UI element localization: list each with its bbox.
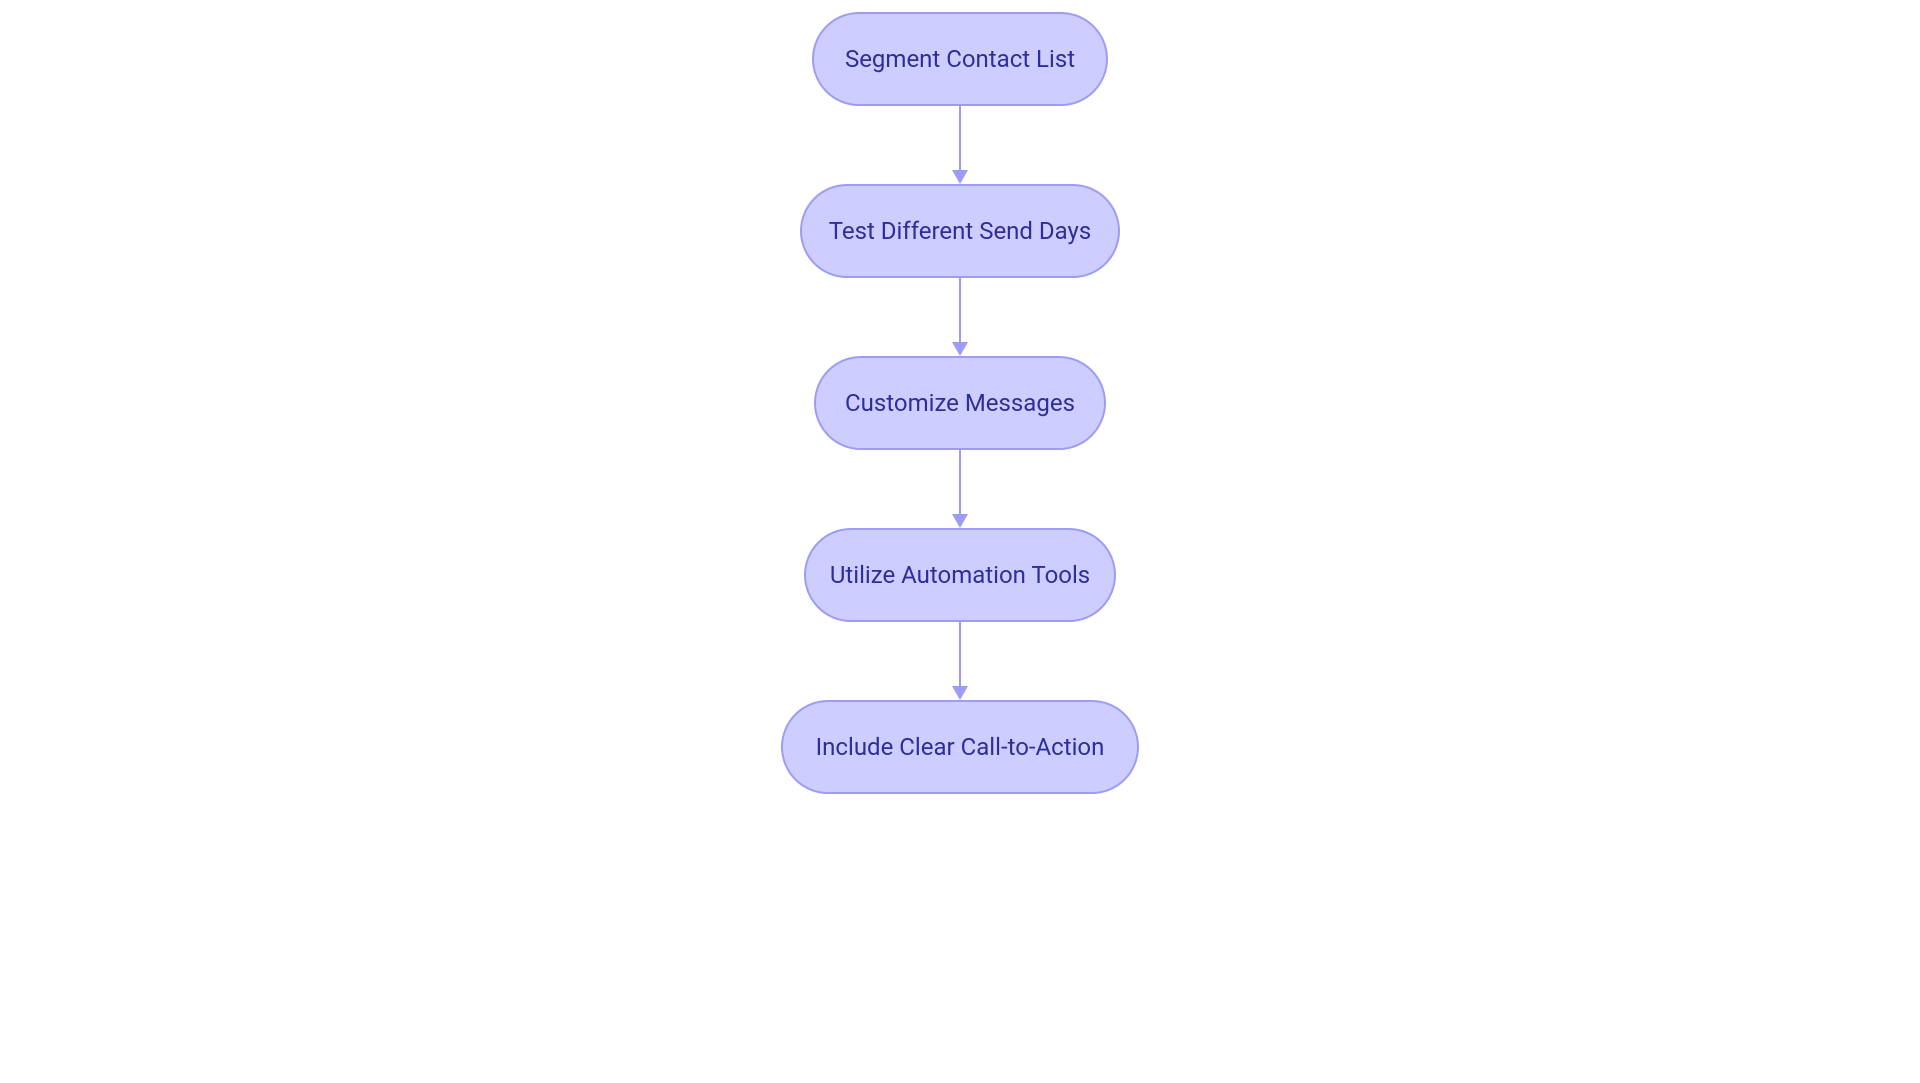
arrow-head-icon	[952, 686, 968, 700]
arrow-line	[959, 622, 961, 686]
flowchart-node-n5: Include Clear Call-to-Action	[781, 700, 1139, 794]
node-label: Test Different Send Days	[829, 217, 1092, 245]
flowchart-node-n4: Utilize Automation Tools	[804, 528, 1116, 622]
flowchart-node-n2: Test Different Send Days	[800, 184, 1120, 278]
arrow-line	[959, 450, 961, 514]
arrow-head-icon	[952, 342, 968, 356]
arrow-head-icon	[952, 170, 968, 184]
flowchart-arrow	[952, 450, 968, 528]
flowchart-arrow	[952, 106, 968, 184]
node-label: Customize Messages	[845, 389, 1075, 417]
node-label: Utilize Automation Tools	[830, 561, 1090, 589]
arrow-line	[959, 278, 961, 342]
node-label: Segment Contact List	[845, 45, 1075, 73]
arrow-line	[959, 106, 961, 170]
flowchart-node-n1: Segment Contact List	[812, 12, 1108, 106]
flowchart-node-n3: Customize Messages	[814, 356, 1106, 450]
flowchart-container: Segment Contact List Test Different Send …	[760, 12, 1160, 794]
arrow-head-icon	[952, 514, 968, 528]
flowchart-arrow	[952, 278, 968, 356]
flowchart-arrow	[952, 622, 968, 700]
node-label: Include Clear Call-to-Action	[816, 733, 1105, 761]
